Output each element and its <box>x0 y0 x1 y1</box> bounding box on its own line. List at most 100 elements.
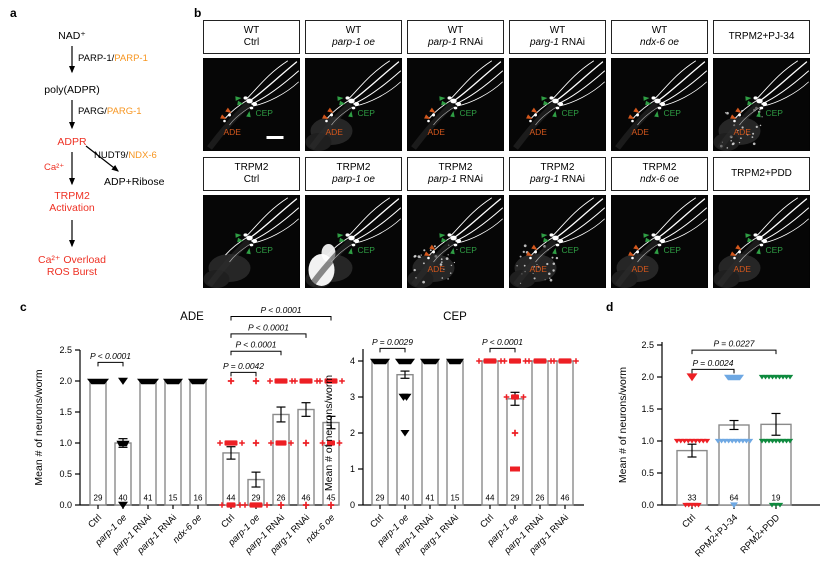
data-point-cluster <box>533 358 547 364</box>
dendrite <box>248 61 298 102</box>
y-tick-label: 0.0 <box>641 500 654 510</box>
gut-speckle <box>761 116 763 118</box>
cep-soma <box>657 243 662 247</box>
worm-body-outline <box>207 101 251 150</box>
arrowhead-icon <box>337 96 344 101</box>
arrowhead-icon <box>628 114 635 119</box>
data-point-plus <box>268 440 274 446</box>
worm-nose <box>535 106 557 126</box>
cep-label: CEP <box>664 108 682 118</box>
n-label: 29 <box>252 494 261 503</box>
arrowhead-icon <box>450 111 455 118</box>
micrograph-image: CEP <box>203 195 300 288</box>
micrograph-label-line1: TRPM2 <box>234 162 269 173</box>
data-point-plus <box>317 378 323 384</box>
data-point-cluster <box>509 358 521 364</box>
bar <box>297 408 315 506</box>
arrowhead-icon <box>429 107 436 113</box>
data-point-plus <box>292 378 298 384</box>
gut-speckle <box>724 112 727 114</box>
worm-body-outline <box>309 101 353 150</box>
cep-soma <box>557 102 564 106</box>
gut-speckle <box>549 278 553 282</box>
arrow-adpr-to-adpribose <box>85 145 119 172</box>
micrograph-label: WT parg-1 RNAi <box>509 20 606 54</box>
x-tick-label-group: Ctrl <box>86 512 103 529</box>
cep-soma <box>549 233 554 237</box>
n-label: 45 <box>327 494 336 503</box>
gut-speckle <box>536 263 538 266</box>
x-tick-label-group: TRPM2+PDD <box>738 512 781 555</box>
arrowhead-icon <box>756 111 761 118</box>
dendrite <box>763 81 809 107</box>
bar <box>189 380 207 506</box>
ade-soma <box>636 113 639 117</box>
arrowhead-icon <box>552 111 557 118</box>
data-point-triangle <box>703 438 711 444</box>
micrograph-grid: WT Ctrl CEP ADE WT parp-1 oe CEP ADE WT parp-1 RN… <box>203 20 810 288</box>
data-point-band <box>420 358 440 365</box>
data-point-band <box>370 358 390 365</box>
n-label: 29 <box>511 494 520 503</box>
dendrite <box>554 61 604 102</box>
worm-body-outline <box>207 238 251 287</box>
gut-speckle <box>726 111 729 115</box>
p-bracket <box>230 316 332 321</box>
micrograph-image: CEP ADE <box>611 58 708 151</box>
micrograph-label: TRPM2+PDD <box>713 157 810 191</box>
arrowhead-icon <box>235 233 242 238</box>
arrowhead-icon <box>543 100 550 106</box>
data-point-plus <box>476 358 482 364</box>
pathway-node-poly: poly(ADPR) <box>44 84 100 96</box>
worm-nose <box>225 236 248 256</box>
cep-soma <box>555 243 560 247</box>
arrowhead-icon <box>531 244 538 250</box>
data-point-triangle <box>695 502 702 508</box>
gut-speckle <box>516 265 518 267</box>
p-value-label: P = 0.0029 <box>372 337 413 347</box>
worm-body-outline <box>309 238 353 287</box>
data-point-band <box>724 374 744 381</box>
arrowhead-icon <box>441 100 448 106</box>
gut-speckle <box>752 142 756 146</box>
dendrite <box>350 61 400 102</box>
gut-speckle <box>456 248 458 250</box>
gut-speckle <box>413 268 416 272</box>
cep-soma <box>251 102 258 106</box>
y-tick-label: 1.5 <box>641 404 654 414</box>
gut-speckle <box>445 257 449 260</box>
gut-speckle <box>447 254 449 256</box>
cep-soma <box>657 106 662 110</box>
dendrite <box>451 197 492 236</box>
arrowhead-icon <box>220 114 227 119</box>
micrograph-label: WT Ctrl <box>203 20 300 54</box>
pathway-edge-parp: PARP-1/PARP-1 <box>78 53 148 64</box>
ade-soma <box>427 119 430 123</box>
ade-label: ADE <box>632 127 650 137</box>
micrograph-image: CEP ADE <box>509 195 606 288</box>
micrograph-label-line1: WT <box>651 25 668 36</box>
y-axis-title: Mean # of neurons/worm <box>323 375 335 491</box>
bar <box>506 398 524 506</box>
data-point-cluster <box>275 440 287 446</box>
data-point-cluster <box>249 502 263 508</box>
gut-speckle <box>730 139 732 142</box>
scale-bar <box>266 136 284 139</box>
gut-speckle <box>433 245 436 248</box>
arrowhead-icon <box>645 100 652 106</box>
micrograph-label-line1: WT <box>549 25 566 36</box>
pathway-node-trpm2-line2: Activation <box>49 202 95 214</box>
micrograph-label: TRPM2 ndx-6 oe <box>611 157 708 191</box>
micrograph-label-line1: WT <box>447 25 464 36</box>
y-tick-label: 2.5 <box>641 340 654 350</box>
gut-speckle <box>532 273 534 274</box>
arrowhead-icon <box>633 244 640 250</box>
worm-nose <box>331 106 353 126</box>
pathway-node-overload-line1: Ca²⁺ Overload <box>38 254 106 266</box>
data-point-triangle <box>118 377 128 385</box>
dendrite <box>451 60 492 99</box>
panel-c-label: c <box>20 300 27 314</box>
gut-speckle <box>417 255 421 258</box>
arrowhead-icon <box>730 251 737 256</box>
